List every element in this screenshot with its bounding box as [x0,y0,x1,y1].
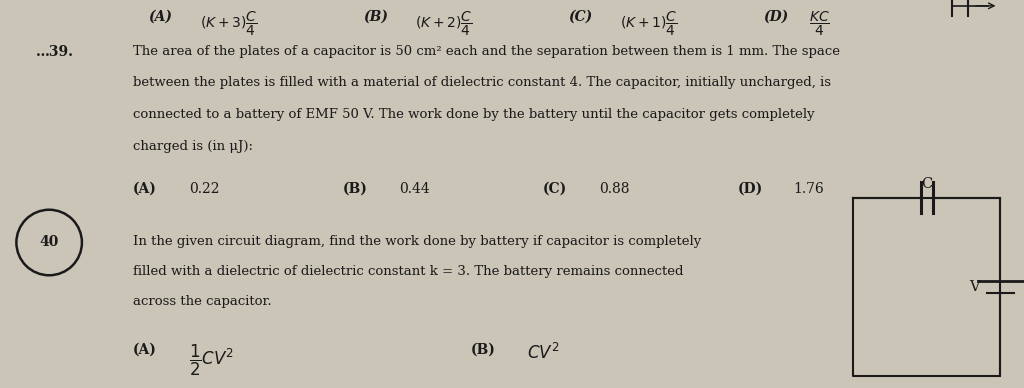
Text: charged is (in μJ):: charged is (in μJ): [133,140,253,153]
Text: filled with a dielectric of dielectric constant k = 3. The battery remains conne: filled with a dielectric of dielectric c… [133,265,684,278]
Text: The area of the plates of a capacitor is 50 cm² each and the separation between : The area of the plates of a capacitor is… [133,45,840,58]
Text: $\dfrac{1}{2}CV^2$: $\dfrac{1}{2}CV^2$ [189,343,234,378]
Text: 0.88: 0.88 [599,182,630,196]
Text: (D): (D) [763,10,788,24]
Text: 40: 40 [40,236,58,249]
Text: (D): (D) [737,182,763,196]
Text: C: C [922,177,932,191]
Text: 0.22: 0.22 [189,182,220,196]
Text: $\dfrac{KC}{4}$: $\dfrac{KC}{4}$ [809,10,829,38]
Text: (B): (B) [343,182,368,196]
Text: V: V [970,280,980,294]
Text: (C): (C) [543,182,567,196]
Text: $(K+1)\dfrac{C}{4}$: $(K+1)\dfrac{C}{4}$ [620,10,677,38]
Text: (C): (C) [568,10,593,24]
Text: …39.: …39. [36,45,74,59]
Text: $(K+2)\dfrac{C}{4}$: $(K+2)\dfrac{C}{4}$ [415,10,472,38]
Text: (A): (A) [148,10,172,24]
Text: 0.44: 0.44 [399,182,430,196]
Text: (A): (A) [133,343,157,357]
Text: In the given circuit diagram, find the work done by battery if capacitor is comp: In the given circuit diagram, find the w… [133,235,701,248]
Text: (A): (A) [133,182,157,196]
Text: connected to a battery of EMF 50 V. The work done by the battery until the capac: connected to a battery of EMF 50 V. The … [133,108,815,121]
Text: (B): (B) [471,343,496,357]
Text: $CV^2$: $CV^2$ [527,343,560,363]
Text: $(K+3)\dfrac{C}{4}$: $(K+3)\dfrac{C}{4}$ [200,10,257,38]
Text: between the plates is filled with a material of dielectric constant 4. The capac: between the plates is filled with a mate… [133,76,831,90]
Text: across the capacitor.: across the capacitor. [133,295,271,308]
Text: (B): (B) [364,10,388,24]
Text: 1.76: 1.76 [794,182,824,196]
